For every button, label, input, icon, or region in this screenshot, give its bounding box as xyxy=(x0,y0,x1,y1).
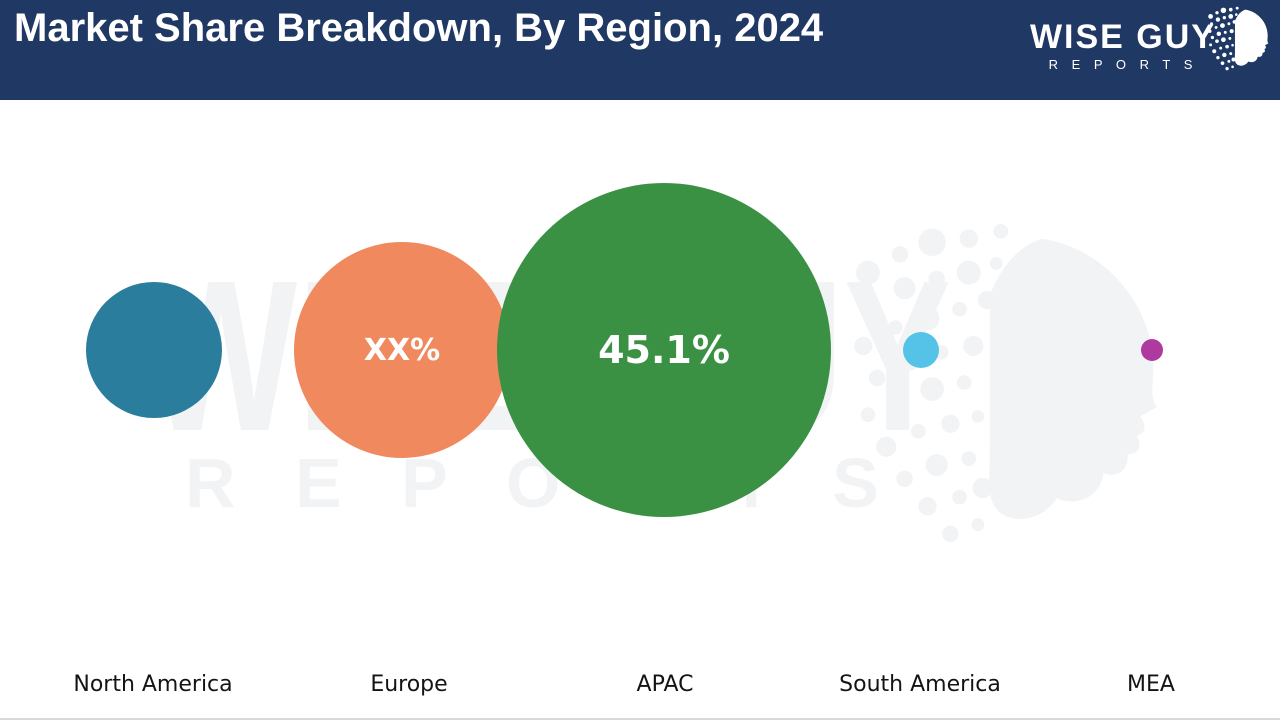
logo-text-block: WISE GUY R E P O R T S xyxy=(1030,20,1216,72)
page-title: Market Share Breakdown, By Region, 2024 xyxy=(14,6,824,50)
category-label-europe: Europe xyxy=(370,672,448,697)
bubble-value-label-europe: XX% xyxy=(363,332,441,368)
bubble-chart-area: WISE GUY R E P O R T S XX%45.1% North Am… xyxy=(0,100,1280,720)
bubble-value-label-apac: 45.1% xyxy=(598,328,730,372)
bubble-north-america xyxy=(86,282,222,418)
category-label-mea: MEA xyxy=(1127,672,1175,697)
category-label-north-america: North America xyxy=(73,672,233,697)
category-label-apac: APAC xyxy=(636,672,694,697)
category-label-south-america: South America xyxy=(839,672,1001,697)
bubble-mea xyxy=(1141,339,1163,361)
logo-wordmark: WISE GUY xyxy=(1029,18,1216,56)
logo-face-icon xyxy=(1207,6,1269,71)
bottom-divider xyxy=(0,718,1280,720)
bubble-apac: 45.1% xyxy=(497,183,831,517)
header-bar: Market Share Breakdown, By Region, 2024 … xyxy=(0,0,1280,100)
logo-subtext: R E P O R T S xyxy=(1048,57,1198,72)
wise-guy-logo: WISE GUY R E P O R T S xyxy=(1030,6,1272,80)
bubble-europe: XX% xyxy=(294,242,510,458)
bubble-south-america xyxy=(903,332,939,368)
watermark-face-icon xyxy=(854,224,1157,543)
